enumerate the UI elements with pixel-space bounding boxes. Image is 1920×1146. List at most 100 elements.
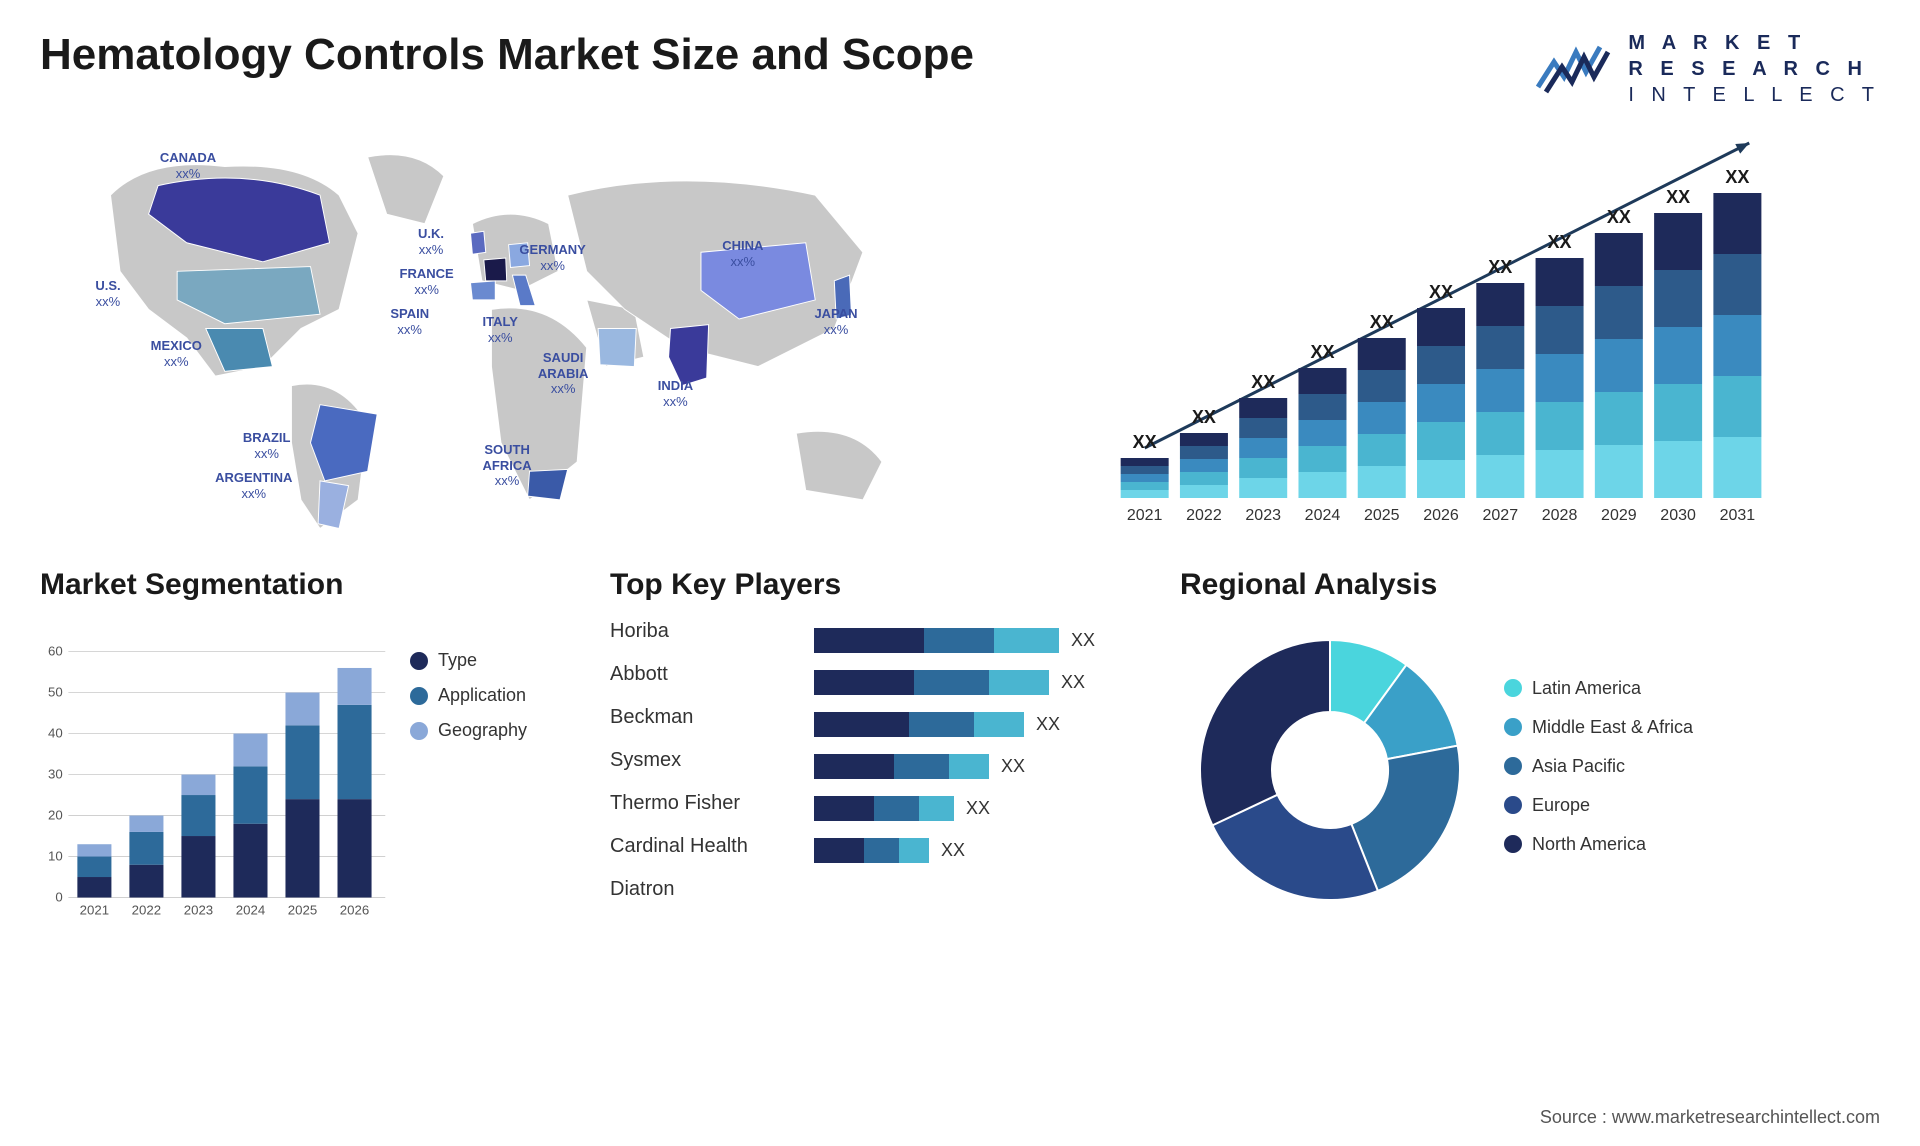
svg-text:XX: XX <box>1725 167 1749 187</box>
map-label: INDIAxx% <box>658 378 693 409</box>
bottom-row: Market Segmentation 01020304050602021202… <box>40 568 1880 948</box>
map-label: U.S.xx% <box>95 278 120 309</box>
legend-label: Geography <box>438 720 527 741</box>
svg-text:2031: 2031 <box>1720 507 1756 524</box>
player-bar <box>814 838 929 863</box>
svg-text:2021: 2021 <box>80 903 109 918</box>
legend-item: Europe <box>1504 795 1880 816</box>
player-bar-row: XX <box>814 628 1150 653</box>
svg-text:XX: XX <box>1429 282 1453 302</box>
legend-label: Type <box>438 650 477 671</box>
map-label: SOUTHAFRICAxx% <box>483 442 532 489</box>
legend-dot <box>410 687 428 705</box>
key-players-panel: Top Key Players HoribaAbbottBeckmanSysme… <box>610 568 1150 948</box>
svg-text:40: 40 <box>48 725 63 740</box>
player-name: Sysmex <box>610 749 790 772</box>
players-name-list: HoribaAbbottBeckmanSysmexThermo FisherCa… <box>610 620 790 921</box>
legend-label: North America <box>1532 834 1646 855</box>
svg-text:2028: 2028 <box>1542 507 1578 524</box>
player-name: Horiba <box>610 620 790 643</box>
svg-text:30: 30 <box>48 766 63 781</box>
map-label: GERMANYxx% <box>519 242 585 273</box>
player-name: Thermo Fisher <box>610 792 790 815</box>
legend-label: Application <box>438 685 526 706</box>
svg-text:2026: 2026 <box>340 903 369 918</box>
regional-panel: Regional Analysis Latin America Middle Ea… <box>1180 568 1880 948</box>
legend-label: Middle East & Africa <box>1532 717 1693 738</box>
svg-text:2029: 2029 <box>1601 507 1637 524</box>
player-value: XX <box>1071 630 1095 651</box>
player-bar <box>814 670 1049 695</box>
legend-dot <box>1504 718 1522 736</box>
segmentation-legend: Type Application Geography <box>410 620 580 948</box>
brand-logo: M A R K E T R E S E A R C H I N T E L L … <box>1536 30 1880 108</box>
player-bar <box>814 796 954 821</box>
source-label: Source : www.marketresearchintellect.com <box>1540 1107 1880 1128</box>
legend-dot <box>1504 796 1522 814</box>
player-name: Cardinal Health <box>610 835 790 858</box>
svg-text:2022: 2022 <box>132 903 161 918</box>
svg-text:XX: XX <box>1370 312 1394 332</box>
segmentation-panel: Market Segmentation 01020304050602021202… <box>40 568 580 948</box>
legend-dot <box>410 722 428 740</box>
players-bar-chart: XX XX XX XX XX XX <box>814 620 1150 921</box>
page-title: Hematology Controls Market Size and Scop… <box>40 30 974 80</box>
svg-text:10: 10 <box>48 848 63 863</box>
world-map: CANADAxx%U.S.xx%MEXICOxx%BRAZILxx%ARGENT… <box>40 138 962 538</box>
legend-item: Latin America <box>1504 678 1880 699</box>
header: Hematology Controls Market Size and Scop… <box>40 30 1880 108</box>
svg-text:XX: XX <box>1251 372 1275 392</box>
svg-text:2030: 2030 <box>1660 507 1696 524</box>
player-bar-row: XX <box>814 712 1150 737</box>
segmentation-chart: 0102030405060202120222023202420252026 <box>40 620 390 948</box>
forecast-chart: XX2021XX2022XX2023XX2024XX2025XX2026XX20… <box>1002 138 1880 538</box>
top-row: CANADAxx%U.S.xx%MEXICOxx%BRAZILxx%ARGENT… <box>40 138 1880 538</box>
legend-item: Geography <box>410 720 580 741</box>
player-value: XX <box>1001 756 1025 777</box>
svg-text:2025: 2025 <box>288 903 317 918</box>
map-label: SPAINxx% <box>390 306 429 337</box>
regional-legend: Latin America Middle East & Africa Asia Pa… <box>1504 668 1880 873</box>
svg-text:0: 0 <box>55 889 62 904</box>
svg-text:20: 20 <box>48 807 63 822</box>
regional-title: Regional Analysis <box>1180 568 1880 602</box>
key-players-title: Top Key Players <box>610 568 1150 602</box>
player-bar <box>814 754 989 779</box>
player-bar-row: XX <box>814 754 1150 779</box>
svg-text:XX: XX <box>1548 232 1572 252</box>
player-bar <box>814 712 1024 737</box>
legend-dot <box>1504 835 1522 853</box>
svg-text:2025: 2025 <box>1364 507 1400 524</box>
player-bar-row: XX <box>814 670 1150 695</box>
svg-text:XX: XX <box>1607 207 1631 227</box>
player-bar-row: XX <box>814 838 1150 863</box>
legend-label: Europe <box>1532 795 1590 816</box>
player-bar-row: XX <box>814 796 1150 821</box>
player-value: XX <box>1061 672 1085 693</box>
legend-label: Asia Pacific <box>1532 756 1625 777</box>
legend-dot <box>410 652 428 670</box>
player-name: Diatron <box>610 878 790 901</box>
svg-text:60: 60 <box>48 643 63 658</box>
map-label: BRAZILxx% <box>243 430 291 461</box>
map-label: CHINAxx% <box>722 238 763 269</box>
svg-text:2024: 2024 <box>236 903 265 918</box>
player-bar <box>814 628 1059 653</box>
map-label: JAPANxx% <box>814 306 857 337</box>
logo-icon <box>1536 42 1616 97</box>
svg-text:50: 50 <box>48 684 63 699</box>
legend-item: Asia Pacific <box>1504 756 1880 777</box>
player-value: XX <box>941 840 965 861</box>
logo-text: M A R K E T R E S E A R C H I N T E L L … <box>1628 30 1880 108</box>
svg-text:XX: XX <box>1192 407 1216 427</box>
svg-text:2022: 2022 <box>1186 507 1222 524</box>
legend-dot <box>1504 679 1522 697</box>
legend-label: Latin America <box>1532 678 1641 699</box>
map-label: MEXICOxx% <box>151 338 202 369</box>
map-label: CANADAxx% <box>160 150 216 181</box>
svg-text:2027: 2027 <box>1482 507 1518 524</box>
svg-text:XX: XX <box>1310 342 1334 362</box>
legend-item: Middle East & Africa <box>1504 717 1880 738</box>
player-name: Abbott <box>610 663 790 686</box>
legend-item: Application <box>410 685 580 706</box>
